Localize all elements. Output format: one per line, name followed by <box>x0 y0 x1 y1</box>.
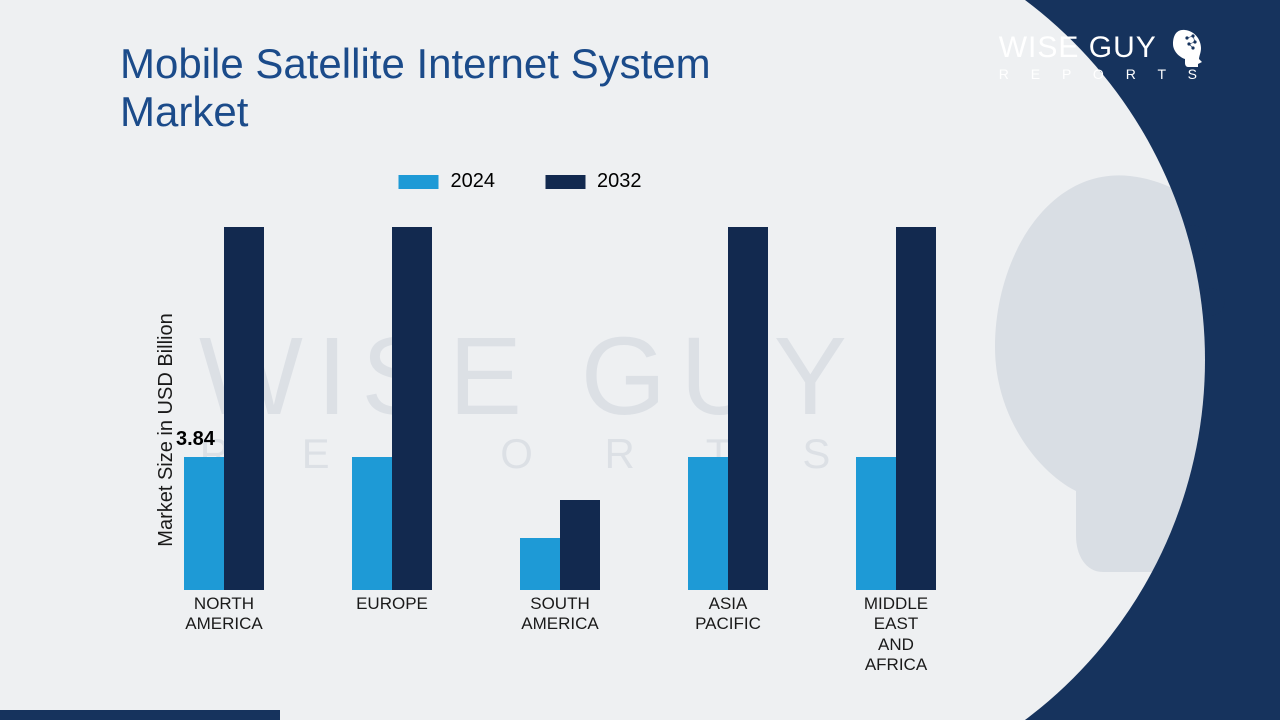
legend: 2024 2032 <box>399 170 642 193</box>
bar-2032 <box>224 227 264 590</box>
legend-swatch-2024 <box>399 175 439 189</box>
x-axis-label: MIDDLE EAST AND AFRICA <box>821 594 971 676</box>
chart-title: Mobile Satellite Internet System Market <box>120 40 800 137</box>
bar-2024 <box>688 457 728 590</box>
bar-group: 3.84 <box>149 227 299 590</box>
bar-chart: Market Size in USD Billion 2024 2032 3.8… <box>60 160 980 700</box>
legend-label-2024: 2024 <box>451 170 496 193</box>
bar-group <box>485 500 635 590</box>
brand-head-icon <box>1163 28 1203 68</box>
bar-value-label: 3.84 <box>176 428 215 451</box>
x-axis-label: ASIA PACIFIC <box>653 594 803 676</box>
legend-item-2024: 2024 <box>399 170 496 193</box>
x-axis-labels: NORTH AMERICAEUROPESOUTH AMERICAASIA PAC… <box>140 594 980 676</box>
bar-2032 <box>728 227 768 590</box>
brand-line2: R E P O R T S <box>999 66 1206 82</box>
bar-group <box>317 227 467 590</box>
bar-2032 <box>896 227 936 590</box>
bar-group <box>821 227 971 590</box>
x-axis-label: EUROPE <box>317 594 467 676</box>
brand-line1: WISE GUY <box>999 31 1157 65</box>
legend-item-2032: 2032 <box>545 170 642 193</box>
bar-2032 <box>560 500 600 590</box>
legend-swatch-2032 <box>545 175 585 189</box>
bar-2024 <box>352 457 392 590</box>
plot-area: 3.84 <box>140 210 980 590</box>
brand-logo: WISE GUY R E P O R T S <box>999 28 1250 82</box>
x-axis-label: SOUTH AMERICA <box>485 594 635 676</box>
bar-2024 <box>184 457 224 590</box>
chart-canvas: WISE GUY R E P O R T S Mobile Satellite … <box>0 0 1280 720</box>
legend-label-2032: 2032 <box>597 170 642 193</box>
x-axis-baseline <box>140 590 980 591</box>
bottom-accent-bar <box>0 710 280 720</box>
bar-group <box>653 227 803 590</box>
bar-2024 <box>520 538 560 590</box>
bar-2024 <box>856 457 896 590</box>
bar-2032 <box>392 227 432 590</box>
x-axis-label: NORTH AMERICA <box>149 594 299 676</box>
